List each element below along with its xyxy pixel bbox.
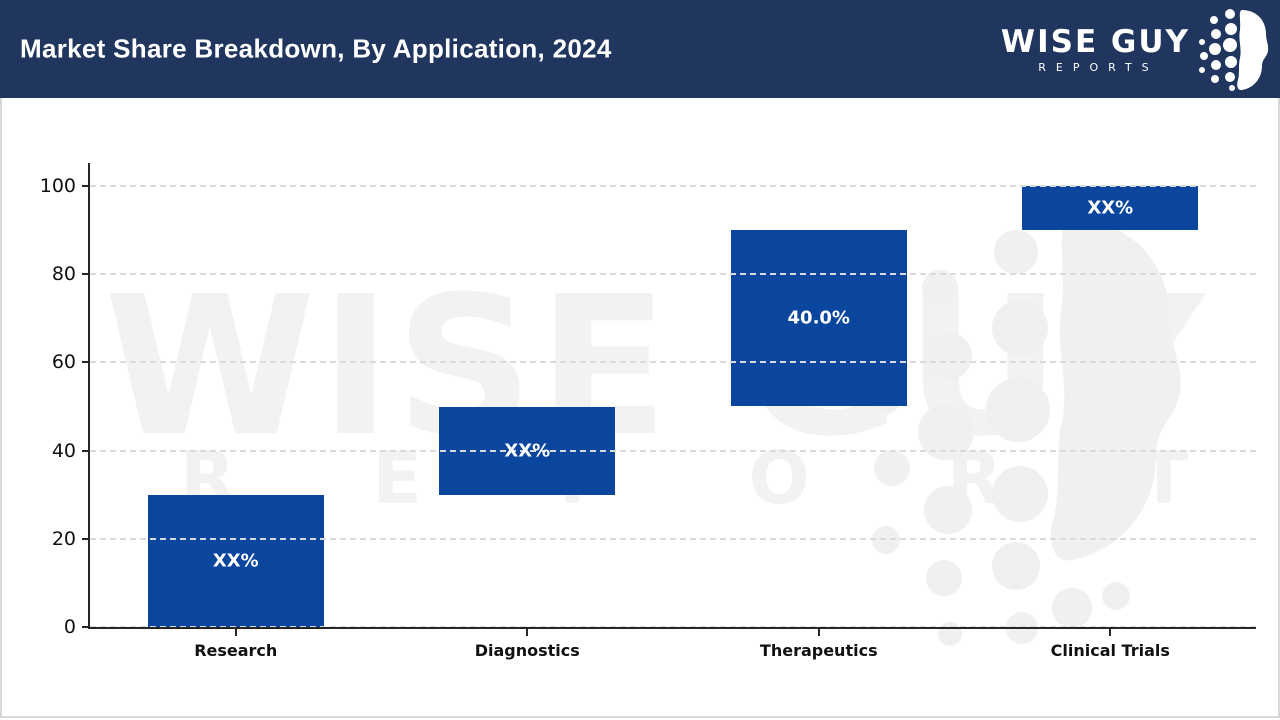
y-axis-tick-label: 20 xyxy=(51,527,76,550)
y-axis-tick-label: 80 xyxy=(51,263,76,286)
bar-therapeutics xyxy=(730,230,907,407)
x-axis-spine xyxy=(88,627,1256,629)
bar-value-label: XX% xyxy=(1087,197,1134,219)
x-axis-tick xyxy=(1109,627,1112,636)
category-label-research: Research xyxy=(194,641,278,660)
header-bar: Market Share Breakdown, By Application, … xyxy=(0,0,1280,98)
y-axis-tick-label: 60 xyxy=(51,351,76,374)
wise-guy-logo: WISE GUY REPORTS xyxy=(1001,8,1270,92)
gridline-y-100 xyxy=(90,185,1256,187)
x-axis-tick xyxy=(526,627,529,636)
x-axis-tick xyxy=(817,627,820,636)
bar-value-label: 40.0% xyxy=(787,307,850,329)
y-axis-tick xyxy=(82,626,90,628)
category-label-clinical-trials: Clinical Trials xyxy=(1050,641,1170,660)
y-axis-spine xyxy=(88,163,90,629)
logo-text: WISE GUY REPORTS xyxy=(1001,26,1190,75)
y-axis-tick xyxy=(82,361,90,364)
page-title: Market Share Breakdown, By Application, … xyxy=(20,33,612,64)
logo-subtitle: REPORTS xyxy=(1038,61,1159,75)
gridline-y-80 xyxy=(90,273,1256,276)
bar-research xyxy=(147,494,324,627)
bar-clinical-trials xyxy=(1022,186,1199,231)
logo-head-icon xyxy=(1199,9,1269,91)
logo-wordmark: WISE GUY xyxy=(1000,23,1190,60)
gridline-y-40 xyxy=(90,449,1256,452)
gridline-y-60 xyxy=(90,361,1256,364)
y-axis-tick-label: 0 xyxy=(63,616,76,638)
y-axis-tick-label: 100 xyxy=(39,175,76,197)
y-axis-tick-label: 40 xyxy=(51,439,76,462)
bar-value-label: XX% xyxy=(212,550,259,572)
y-axis-tick xyxy=(82,537,90,540)
bar-value-label: XX% xyxy=(504,440,551,462)
x-axis-tick xyxy=(234,627,237,636)
y-axis-tick xyxy=(82,273,90,276)
y-axis-tick xyxy=(82,185,90,187)
category-label-diagnostics: Diagnostics xyxy=(474,641,580,660)
y-axis-tick xyxy=(82,449,90,452)
category-label-therapeutics: Therapeutics xyxy=(759,641,878,660)
watermark-head-icon xyxy=(872,220,1181,646)
gridline-y-20 xyxy=(90,537,1256,540)
